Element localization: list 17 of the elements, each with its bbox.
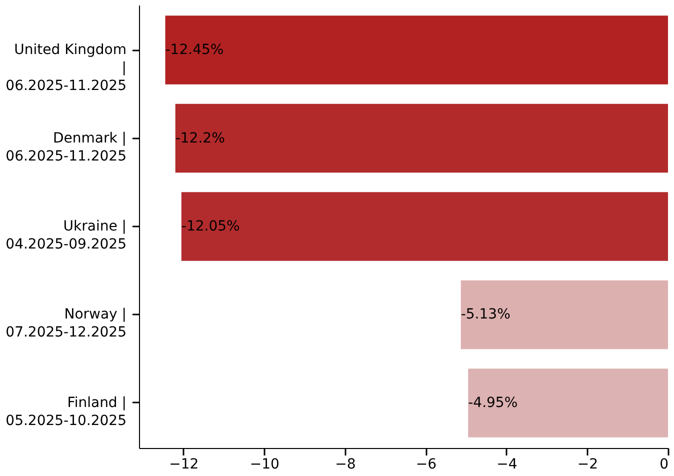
x-tick-label: −2 (577, 456, 598, 472)
data-label: -12.05% (181, 218, 240, 234)
data-label: -12.2% (175, 130, 225, 146)
x-tick-label: −6 (416, 456, 437, 472)
data-label: -4.95% (468, 394, 518, 411)
x-tick-label: −12 (169, 456, 199, 472)
x-tick-label: −8 (335, 456, 356, 472)
data-label: -5.13% (460, 306, 510, 323)
x-tick-label: −10 (250, 456, 280, 472)
y-tick-label: Finland | 05.2025-10.2025 (6, 394, 126, 429)
y-tick-label: Denmark | 06.2025-11.2025 (6, 130, 126, 164)
x-tick-label: −4 (496, 456, 518, 472)
x-tick-label: 0 (660, 456, 668, 472)
y-tick-label: Ukraine | 04.2025-09.2025 (6, 218, 126, 252)
y-tick-label: United Kingdom | 06.2025-11.2025 (6, 42, 126, 94)
y-tick-label: Norway | 07.2025-12.2025 (6, 306, 126, 341)
data-label: -12.45% (165, 42, 224, 58)
